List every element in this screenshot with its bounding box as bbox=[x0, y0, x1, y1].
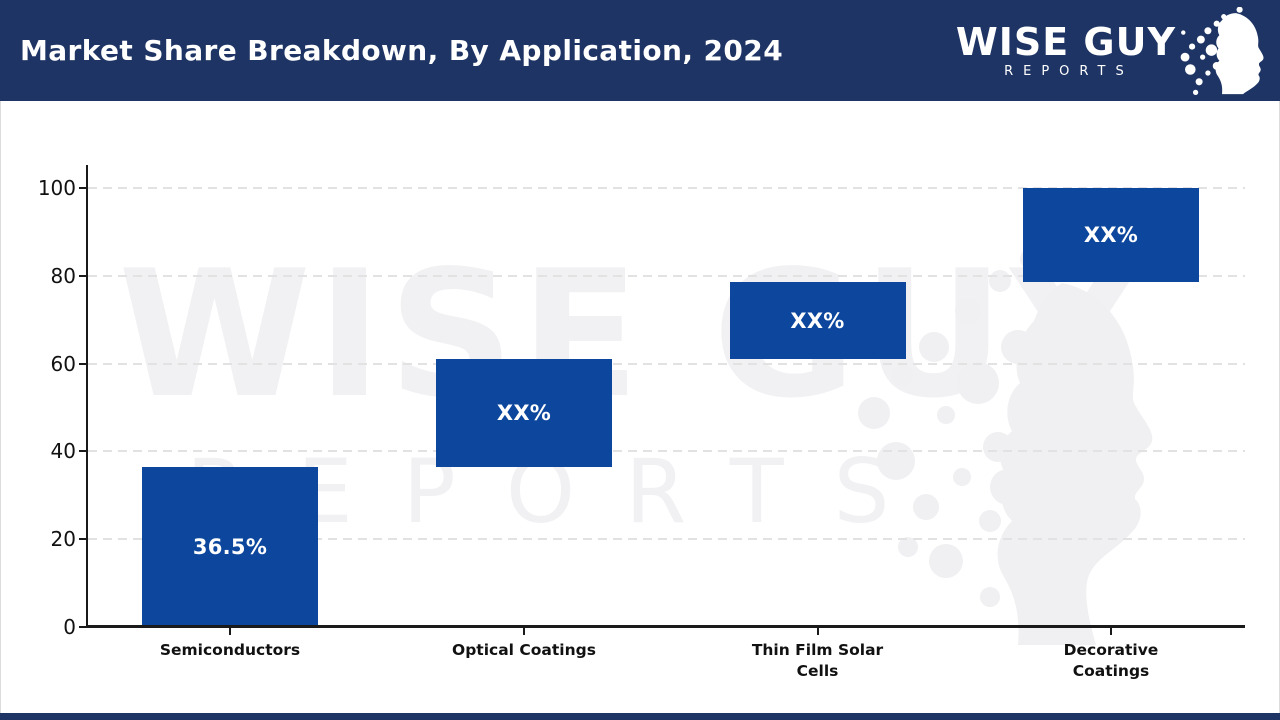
x-axis-label-line: Cells bbox=[796, 661, 839, 680]
x-axis-label: Optical Coatings bbox=[414, 640, 634, 661]
x-axis-label: Semiconductors bbox=[120, 640, 340, 661]
footer-bar bbox=[0, 713, 1280, 720]
y-tick-label: 40 bbox=[50, 439, 76, 464]
brand-name: WISE GUY bbox=[955, 20, 1176, 64]
x-tick-mark bbox=[1110, 628, 1112, 635]
x-axis-label-line: Semiconductors bbox=[159, 641, 301, 659]
y-tick-label: 60 bbox=[50, 351, 76, 376]
y-tick-label: 80 bbox=[50, 263, 76, 288]
y-axis-line bbox=[86, 165, 88, 628]
bar-value-label: XX% bbox=[496, 400, 552, 425]
brand-logo: WISE GUY REPORTS bbox=[956, 6, 1266, 95]
bar-value-label: XX% bbox=[790, 308, 845, 333]
x-axis-line bbox=[86, 625, 1245, 628]
brand-subtitle: REPORTS bbox=[1004, 64, 1134, 79]
y-tick-mark bbox=[79, 626, 87, 628]
gridline-100 bbox=[88, 187, 1245, 189]
brand-text: WISE GUY REPORTS bbox=[956, 23, 1176, 78]
y-tick-mark bbox=[79, 187, 87, 189]
x-tick-mark bbox=[229, 628, 231, 635]
x-axis-label-line: Decorative bbox=[1063, 641, 1159, 659]
bar-optical-coatings: XX% bbox=[436, 359, 612, 467]
y-tick-label: 0 bbox=[63, 615, 76, 639]
x-axis-label-line: Thin Film Solar bbox=[751, 641, 884, 659]
gridline-20 bbox=[88, 538, 1245, 541]
x-axis-label-line: Optical Coatings bbox=[452, 641, 596, 659]
bar-semiconductors: 36.5% bbox=[142, 466, 318, 627]
bar-thin-film-solar-cells: XX% bbox=[729, 282, 906, 360]
x-tick-mark bbox=[816, 628, 819, 635]
gridline-80 bbox=[88, 274, 1245, 277]
y-tick-mark bbox=[79, 538, 87, 541]
x-axis-label: Thin Film Solar Cells bbox=[708, 640, 928, 682]
gridline-40 bbox=[88, 450, 1245, 453]
y-tick-mark bbox=[79, 450, 87, 453]
gridline-60 bbox=[88, 362, 1245, 365]
x-axis-label: Decorative Coatings bbox=[1001, 640, 1221, 682]
y-tick-label: 20 bbox=[50, 527, 76, 552]
bar-value-label: 36.5% bbox=[192, 534, 268, 559]
y-tick-mark bbox=[79, 274, 87, 277]
y-tick-mark bbox=[79, 362, 87, 365]
x-axis-label-line: Coatings bbox=[1072, 661, 1150, 680]
header: Market Share Breakdown, By Application, … bbox=[0, 0, 1280, 101]
brand-head-icon bbox=[1180, 6, 1264, 95]
x-tick-mark bbox=[523, 628, 525, 635]
page-title: Market Share Breakdown, By Application, … bbox=[20, 34, 784, 67]
bar-value-label: XX% bbox=[1083, 223, 1139, 248]
bar-decorative-coatings: XX% bbox=[1023, 188, 1199, 283]
y-tick-label: 100 bbox=[37, 176, 76, 200]
